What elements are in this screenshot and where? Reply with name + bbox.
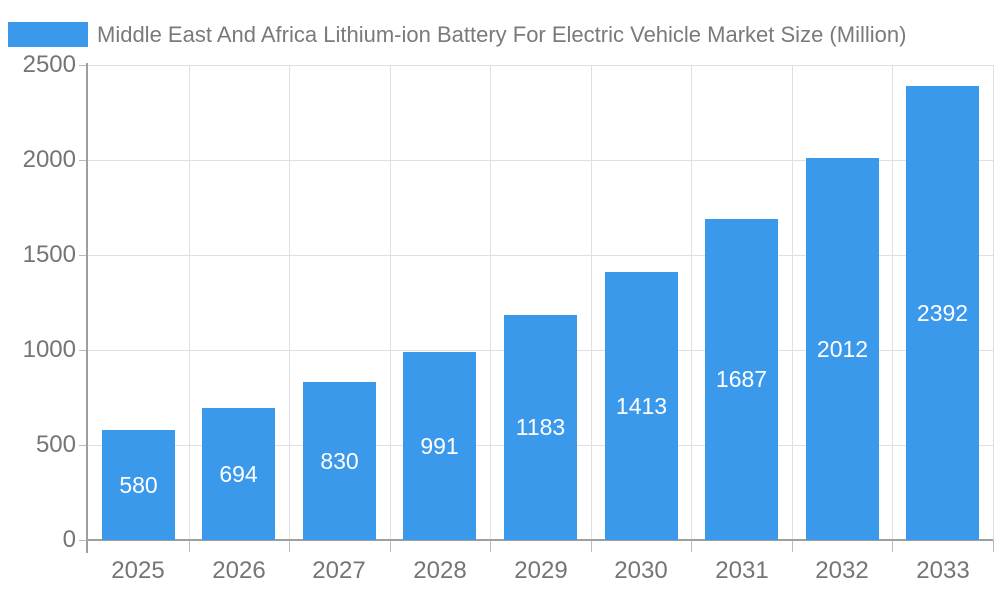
chart-title: Middle East And Africa Lithium-ion Batte… [97,21,907,47]
bar-2027[interactable]: 830 [303,382,376,540]
bar-2031[interactable]: 1687 [705,219,778,540]
bar-2033[interactable]: 2392 [906,86,979,540]
y-tick-mark [79,65,88,66]
x-gridline [189,65,190,540]
y-tick-mark [79,350,88,351]
x-gridline [289,65,290,540]
x-axis-line [86,539,993,541]
legend-swatch-icon [8,22,88,47]
bar-2025[interactable]: 580 [102,430,175,540]
y-axis-line [86,63,88,553]
bar-value-label: 1183 [515,414,566,440]
x-tick-mark [691,540,692,552]
x-tick-mark [892,540,893,552]
x-tick-mark [390,540,391,552]
x-tick-mark [993,540,994,552]
y-gridline [88,65,993,66]
bar-value-label: 2392 [916,299,969,326]
x-tick-mark [189,540,190,552]
y-gridline [88,160,993,161]
y-axis-tick-label: 1000 [22,336,76,363]
bar-value-label: 580 [119,471,158,498]
x-axis-label-2032: 2032 [815,557,869,584]
x-tick-mark [792,540,793,552]
x-gridline [892,65,893,540]
bar-2032[interactable]: 2012 [806,158,879,540]
x-axis-label-2029: 2029 [514,557,568,584]
y-axis-tick-label: 1500 [22,241,76,268]
bar-value-label: 830 [320,447,359,474]
x-axis-label-2030: 2030 [614,557,668,584]
x-gridline [591,65,592,540]
y-tick-mark [79,445,88,446]
x-gridline [792,65,793,540]
bar-value-label: 991 [420,432,459,459]
y-axis-tick-label: 2500 [22,51,76,78]
x-gridline [691,65,692,540]
bar-2029[interactable]: 1183 [504,315,577,540]
bar-value-label: 1413 [615,392,668,419]
x-gridline [993,65,994,540]
x-axis-label-2026: 2026 [212,557,266,584]
bar-2030[interactable]: 1413 [605,272,678,540]
x-gridline [390,65,391,540]
y-tick-mark [79,255,88,256]
y-axis-tick-label: 2000 [22,146,76,173]
bar-value-label: 2012 [816,335,869,362]
x-gridline [490,65,491,540]
bar-2026[interactable]: 694 [202,408,275,540]
y-gridline [88,255,993,256]
x-tick-mark [490,540,491,552]
bar-value-label: 694 [219,460,258,487]
y-axis-tick-label: 0 [62,526,76,553]
x-axis-label-2028: 2028 [413,557,467,584]
y-tick-mark [79,540,88,541]
x-tick-mark [289,540,290,552]
y-tick-mark [79,160,88,161]
x-axis-label-2025: 2025 [111,557,165,584]
bar-2028[interactable]: 991 [403,352,476,540]
y-axis-tick-label: 500 [35,431,76,458]
x-axis-label-2031: 2031 [715,557,769,584]
bar-value-label: 1687 [715,366,768,392]
x-axis-label-2027: 2027 [312,557,366,584]
x-tick-mark [591,540,592,552]
chart-legend[interactable]: Middle East And Africa Lithium-ion Batte… [8,22,906,47]
x-axis-label-2033: 2033 [916,557,970,584]
